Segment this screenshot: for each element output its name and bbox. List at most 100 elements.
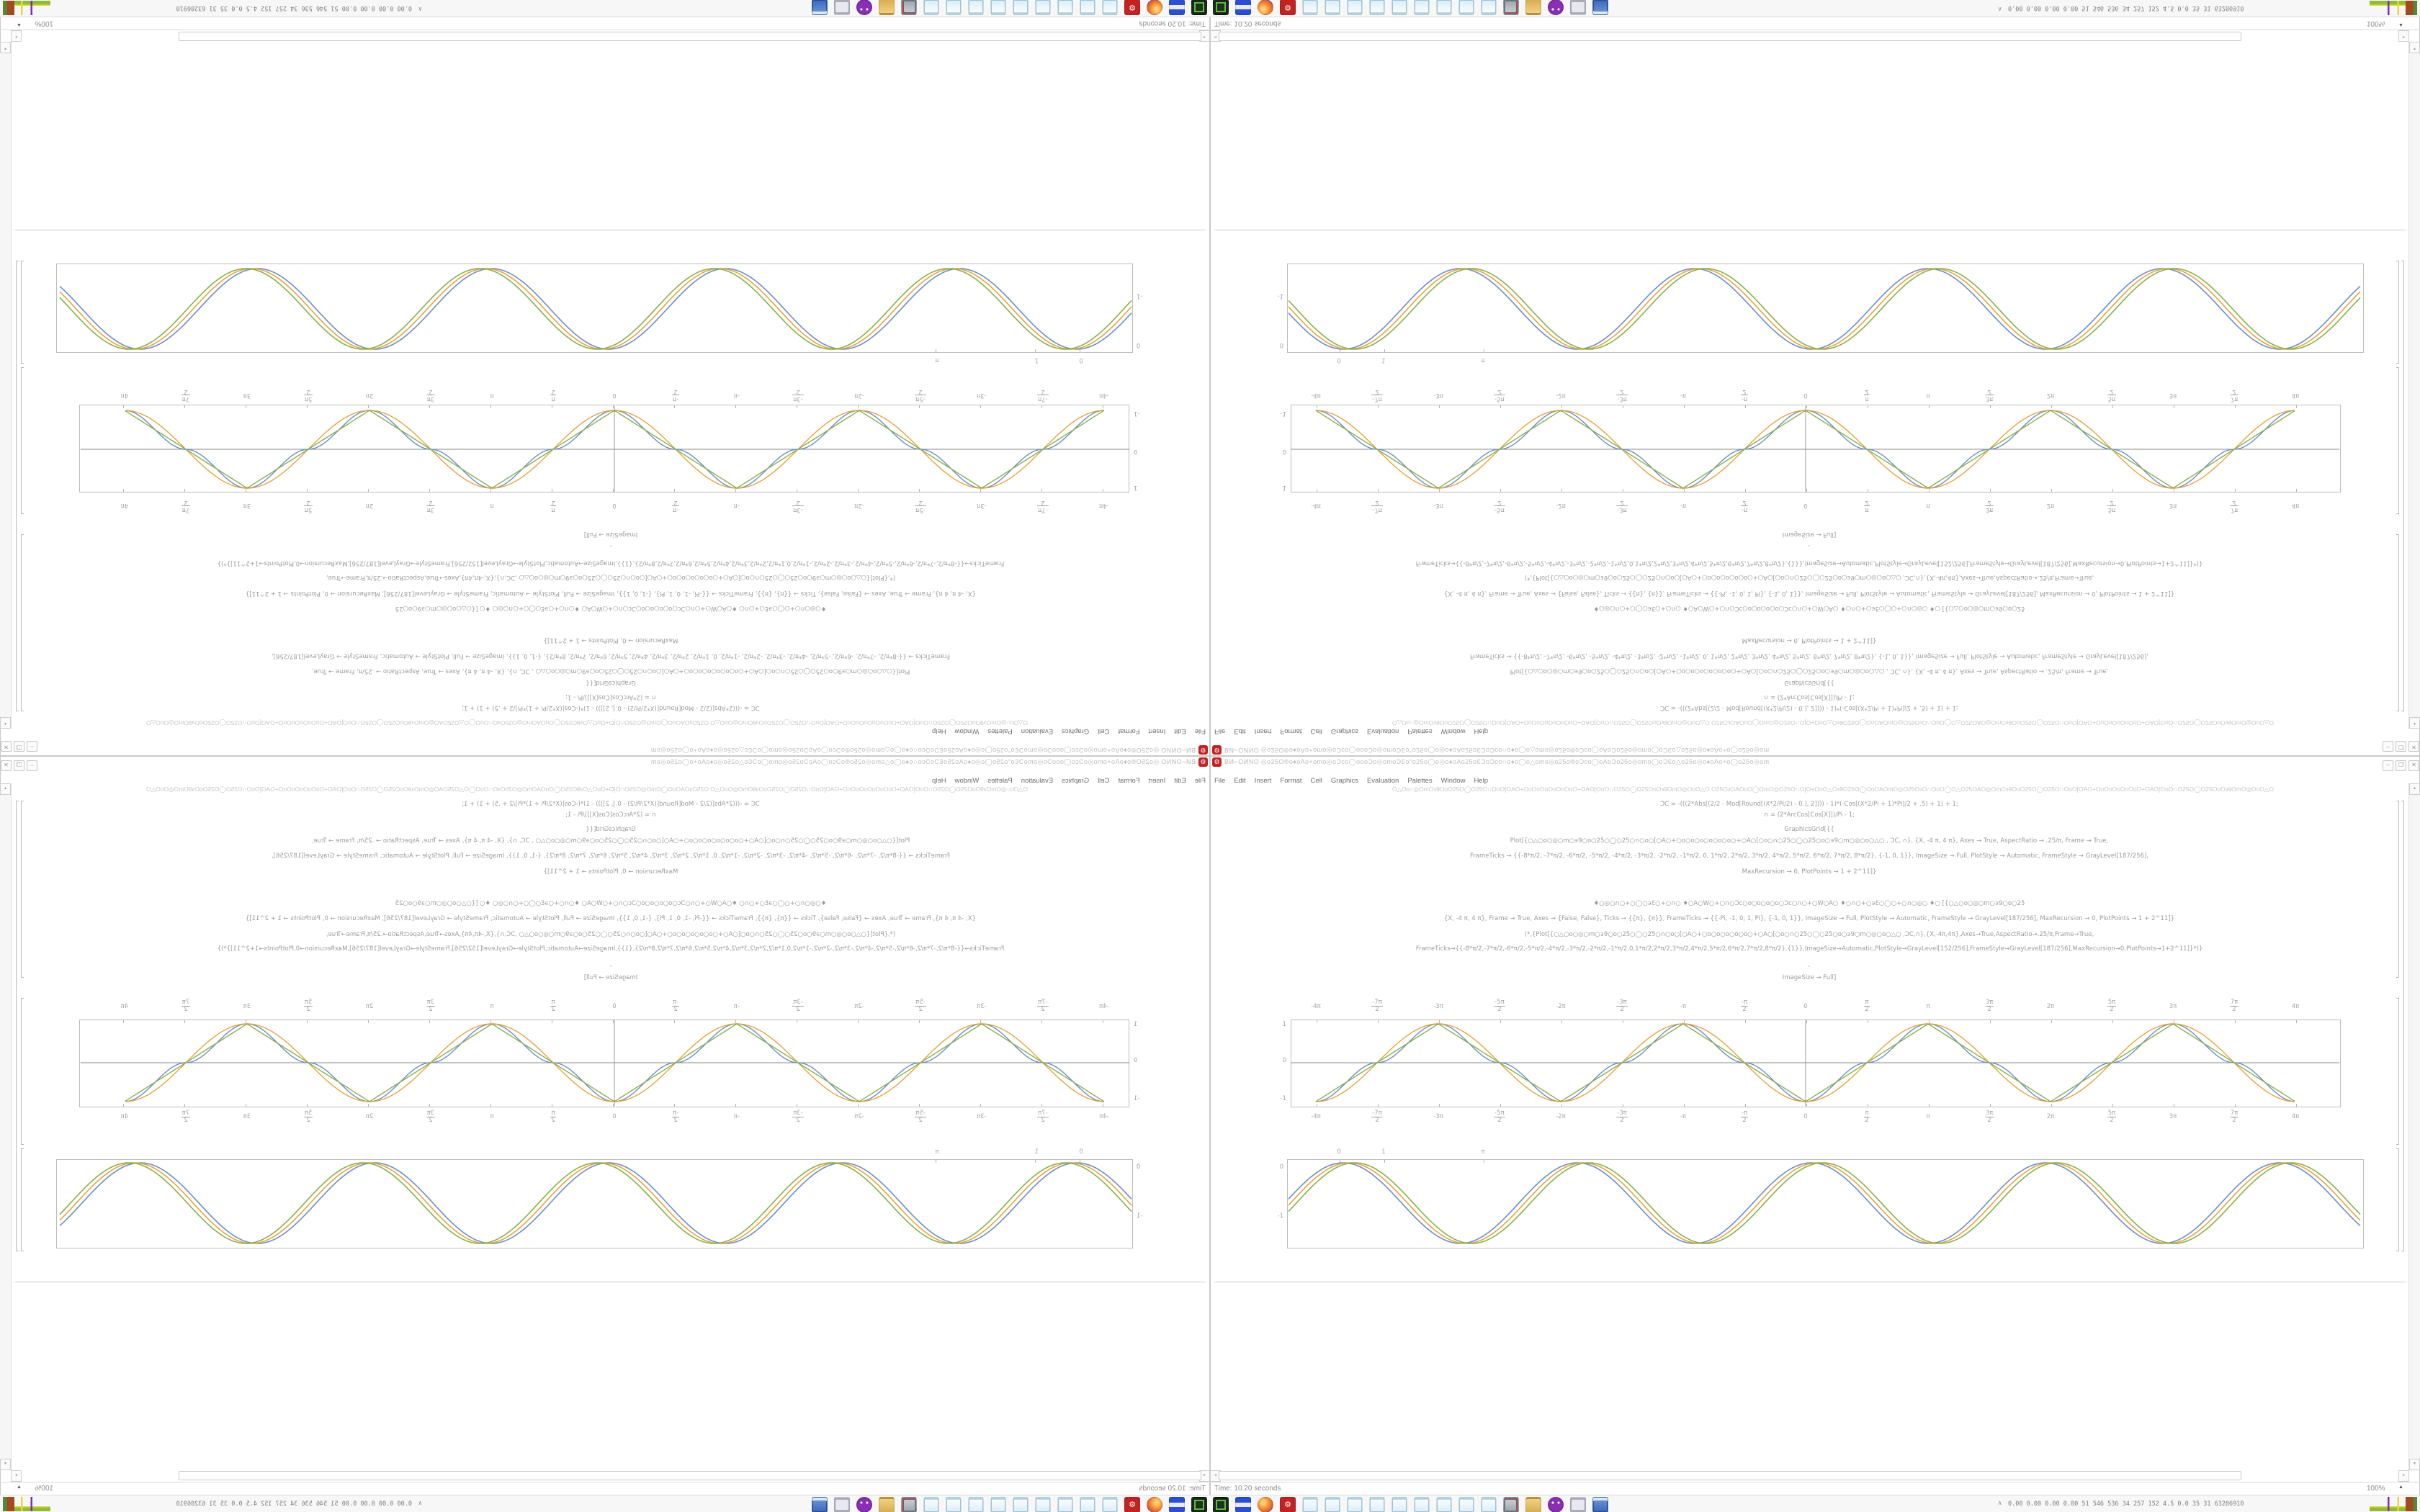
menu-item-cell[interactable]: Cell	[1098, 727, 1110, 735]
code-line[interactable]: GraphicsGrid[{{	[586, 679, 636, 686]
menu-item-format[interactable]: Format	[1280, 777, 1302, 785]
cell-bracket[interactable]	[21, 534, 22, 711]
horizontal-scrollbar[interactable]: ◂ ▸	[1210, 30, 2420, 42]
notebook-icon[interactable]	[1035, 0, 1051, 15]
cell-bracket[interactable]	[2396, 801, 2399, 978]
code-line[interactable]: ,	[1808, 544, 1811, 551]
notebook-icon[interactable]	[923, 0, 939, 15]
code-line[interactable]: FrameTicks → {{-8*π/2, -7*π/2, -6*π/2, -…	[271, 652, 951, 660]
scroll-down-icon[interactable]: ▾	[2409, 42, 2420, 53]
notebook-icon[interactable]	[1102, 1497, 1118, 1512]
menu-item-cell[interactable]: Cell	[1310, 777, 1322, 785]
code-line[interactable]: ♦○◎○∩○+○◯○϶Ɛ○+○∩○ ♦○A○W○+○∩○Ɔc○o○o○o○o○Ɔ…	[1593, 900, 2025, 907]
document-scroll-icon[interactable]	[834, 1497, 850, 1512]
notebook-icon[interactable]	[1392, 0, 1407, 15]
mathematica-kernel-icon[interactable]: ⚙	[1280, 1497, 1296, 1512]
notebook-icon[interactable]	[1436, 1497, 1452, 1512]
menu-item-help[interactable]: Help	[932, 777, 946, 785]
save-app-icon[interactable]	[1169, 1497, 1185, 1512]
zoom-menu-arrow-icon[interactable]: ▲	[17, 22, 22, 27]
horizontal-scrollbar[interactable]: ◂ ▸	[0, 30, 1210, 42]
system-monitor-icon[interactable]	[1191, 0, 1207, 15]
zoom-level[interactable]: 100%	[2367, 19, 2385, 27]
display-settings-icon[interactable]	[1503, 0, 1519, 15]
menu-item-insert[interactable]: Insert	[1148, 777, 1166, 785]
toolbar-glyph-row[interactable]: O△Oo○◎OmO϶9OoO25O◯O25O∩OoO[OAO+OoOoOoOoO…	[146, 786, 1028, 793]
maximize-button[interactable]: ❐	[14, 741, 24, 752]
code-line[interactable]: FrameTicks→{{-8*π/2,-7*π/2,-6*π/2,-5*π/2…	[1415, 945, 2203, 953]
toolbar-glyph-row[interactable]: O△Oo○◎OmO϶9OoO25O◯O25O∩OoO[OAO+OoOoOoOoO…	[1392, 719, 2274, 726]
code-line[interactable]: Plot[{○△○o○◎○m○϶9○o○25○◯○25○∩○o○[○A○+○o○…	[1510, 667, 2109, 675]
code-line[interactable]: GraphicsGrid[{{	[586, 826, 636, 833]
cell-bracket[interactable]	[2398, 261, 2399, 364]
vertical-scrollbar[interactable]: ▴ ▾	[2408, 42, 2420, 729]
code-line[interactable]: FrameTicks→{{-8*π/2,-7*π/2,-6*π/2,-5*π/2…	[1415, 559, 2203, 567]
maximize-button[interactable]: ❐	[2396, 741, 2406, 752]
system-monitor-applet[interactable]: ∧ 0.00 0.00 0.00 0.00 51 546 536 34 257 1…	[1998, 1497, 2417, 1511]
minimize-button[interactable]: –	[2383, 760, 2393, 771]
notebook-icon[interactable]	[1436, 0, 1452, 15]
cell-bracket[interactable]	[2403, 261, 2404, 711]
file-manager-icon[interactable]	[1525, 1497, 1541, 1512]
save-app-icon[interactable]	[1169, 0, 1185, 15]
scroll-up-icon[interactable]: ▴	[2409, 783, 2420, 795]
scroll-right-icon[interactable]: ▸	[11, 30, 22, 42]
notebook-icon[interactable]	[1013, 0, 1028, 15]
code-line[interactable]: FrameTicks→{{-8*π/2,-7*π/2,-6*π/2,-5*π/2…	[217, 559, 1005, 567]
menu-item-window[interactable]: Window	[1440, 727, 1466, 735]
code-line[interactable]: MaxRecursion → 0, PlotPoints → 1 + 2^11]…	[543, 636, 678, 644]
save-app-icon[interactable]	[1235, 1497, 1251, 1512]
notebook-icon[interactable]	[1369, 1497, 1385, 1512]
code-line[interactable]: MaxRecursion → 0, PlotPoints → 1 + 2^11]…	[1742, 868, 1877, 876]
code-line[interactable]: {X, -4 π, 4 π}, Frame → True, Axes → {Fa…	[245, 915, 977, 922]
code-line[interactable]: ∩ = (2*ArcCos[Cos[X]])/Pi - 1;	[565, 693, 656, 701]
menu-item-file[interactable]: File	[1214, 727, 1226, 735]
code-line[interactable]: ƆC = -(((2*Abs[(2/2 - Mod[Round[(X*2/Pi/…	[1660, 704, 1958, 711]
code-line[interactable]: ImageSize → Full]	[1782, 974, 1837, 981]
zoom-level[interactable]: 100%	[35, 19, 53, 27]
code-line[interactable]: ∩ = (2*ArcCos[Cos[X]])/Pi - 1;	[565, 811, 656, 819]
code-line[interactable]: {X, -4 π, 4 π}, Frame → True, Axes → {Fa…	[245, 590, 977, 597]
toolbar-glyph-row[interactable]: O△Oo○◎OmO϶9OoO25O◯O25O∩OoO[OAO+OoOoOoOoO…	[1392, 786, 2274, 793]
zoom-menu-arrow-icon[interactable]: ▲	[2398, 22, 2403, 27]
window-app-icon[interactable]	[812, 1497, 828, 1512]
notebook-icon[interactable]	[1057, 1497, 1073, 1512]
menu-item-evaluation[interactable]: Evaluation	[1021, 777, 1054, 785]
notebook-icon[interactable]	[1325, 0, 1340, 15]
window-app-icon[interactable]	[812, 0, 828, 15]
owl-app-icon[interactable]	[856, 0, 872, 15]
notebook-icon[interactable]	[1392, 1497, 1407, 1512]
system-monitor-icon[interactable]	[1213, 1497, 1229, 1512]
code-line[interactable]: ImageSize → Full]	[583, 531, 638, 538]
cell-bracket[interactable]	[2396, 1148, 2399, 1251]
notebook-icon[interactable]	[1369, 0, 1385, 15]
notebook-icon[interactable]	[1481, 0, 1497, 15]
mathematica-kernel-icon[interactable]: ⚙	[1124, 1497, 1140, 1512]
browser-icon[interactable]	[1258, 1497, 1273, 1512]
menu-item-palettes[interactable]: Palettes	[987, 727, 1013, 735]
mathematica-kernel-icon[interactable]: ⚙	[1280, 0, 1296, 15]
code-line[interactable]: ♦○◎○∩○+○◯○϶Ɛ○+○∩○ ♦○A○W○+○∩○Ɔc○o○o○o○o○Ɔ…	[395, 900, 827, 907]
cell-bracket[interactable]	[21, 367, 22, 514]
display-settings-icon[interactable]	[1503, 1497, 1519, 1512]
code-line[interactable]: ImageSize → Full]	[583, 974, 638, 981]
notebook-icon[interactable]	[946, 0, 962, 15]
code-line[interactable]: ƆC = -(((2*Abs[(2/2 - Mod[Round[(X*2/Pi/…	[462, 704, 760, 711]
notebook-icon[interactable]	[1080, 0, 1095, 15]
notebook-icon[interactable]	[1102, 0, 1118, 15]
code-line[interactable]: Plot[{○△○o○◎○m○϶9○o○25○◯○25○∩○o○[○A○+○o○…	[311, 837, 910, 845]
system-monitor-applet[interactable]: ∧ 0.00 0.00 0.00 0.00 51 546 536 34 257 1…	[3, 1497, 422, 1511]
maximize-button[interactable]: ❐	[2396, 760, 2406, 771]
scroll-down-icon[interactable]: ▾	[2409, 1459, 2420, 1470]
code-line[interactable]: Plot[{○△○o○◎○m○϶9○o○25○◯○25○∩○o○[○A○+○o○…	[1510, 837, 2109, 845]
menu-item-evaluation[interactable]: Evaluation	[1366, 777, 1399, 785]
code-line[interactable]: ,	[609, 961, 612, 968]
system-monitor-icon[interactable]	[1213, 0, 1229, 15]
window-app-icon[interactable]	[1592, 0, 1608, 15]
cell-bracket[interactable]	[21, 998, 22, 1145]
document-scroll-icon[interactable]	[1570, 1497, 1586, 1512]
notebook-icon[interactable]	[1458, 1497, 1474, 1512]
menu-item-palettes[interactable]: Palettes	[1407, 777, 1433, 785]
file-manager-icon[interactable]	[1525, 0, 1541, 15]
maximize-button[interactable]: ❐	[14, 760, 24, 771]
